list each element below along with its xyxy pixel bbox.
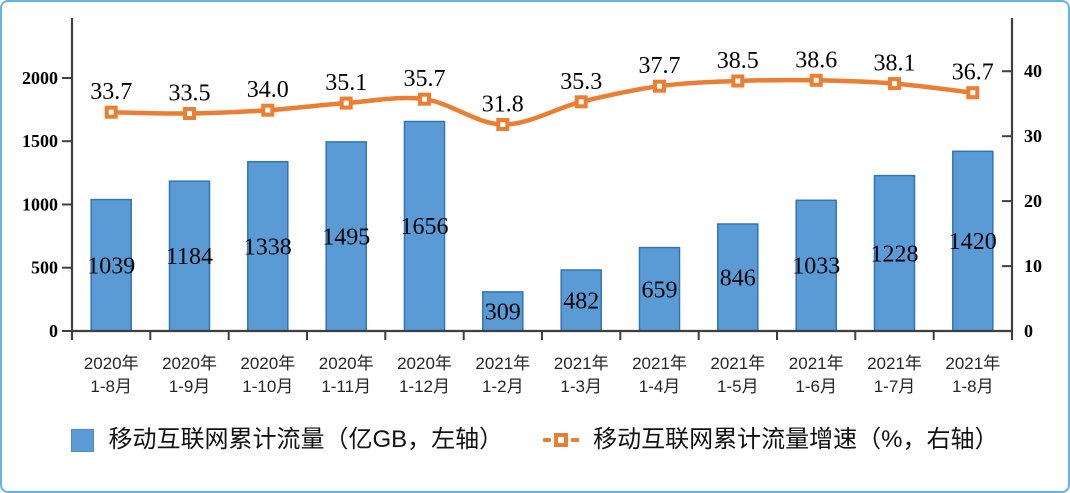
x-category-label-year: 2021年: [554, 354, 609, 373]
bar-value-label: 1033: [792, 254, 840, 280]
x-category-label-year: 2021年: [945, 354, 1000, 373]
line-series-swatch-icon: [543, 433, 580, 448]
line-marker-icon: [554, 433, 569, 448]
line-value-label: 38.5: [717, 48, 759, 74]
x-category-label-year: 2021年: [789, 354, 844, 373]
bar: [952, 150, 994, 332]
line-marker-center: [108, 109, 114, 115]
x-category-label-months: 1-8月: [952, 377, 994, 396]
bar-series-swatch-icon: [71, 428, 95, 452]
line-marker-center: [735, 78, 741, 84]
left-axis-tick-label: 0: [49, 321, 58, 341]
bar-value-label: 1039: [87, 253, 135, 279]
bar-value-label: 1338: [244, 234, 292, 260]
x-category-label-year: 2020年: [162, 354, 217, 373]
x-category-label-months: 1-7月: [874, 377, 916, 396]
combo-chart: 0 500 1000 1500 2000 0 10 20 30 40 2020年 1-8月 2020年 1…: [22, 18, 1042, 396]
line-marker-center: [422, 96, 427, 102]
legend-item-traffic: 移动互联网累计流量（亿GB，左轴）: [71, 426, 503, 455]
x-category-label-months: 1-3月: [560, 377, 602, 396]
x-category-label-months: 1-4月: [639, 377, 681, 396]
legend: 移动互联网累计流量（亿GB，左轴） 移动互联网累计流量增速（%，右轴）: [2, 426, 1068, 455]
x-category-label-months: 1-11月: [321, 377, 371, 396]
right-axis-tick-label: 0: [1024, 321, 1033, 341]
bar-value-label: 1420: [949, 229, 997, 255]
line-value-label: 35.3: [560, 69, 602, 95]
bar-value-label: 1495: [322, 224, 370, 250]
x-category-label-year: 2020年: [319, 354, 374, 373]
line-value-label: 33.5: [169, 81, 211, 107]
line-marker-center: [657, 83, 662, 89]
x-category-label-year: 2021年: [867, 354, 922, 373]
x-category-label-year: 2021年: [632, 354, 687, 373]
right-axis-tick-label: 10: [1024, 256, 1042, 276]
bar: [873, 174, 916, 332]
x-category-label-months: 1-10月: [242, 377, 293, 396]
line-value-label: 35.1: [325, 70, 367, 96]
bar-value-label: 482: [563, 289, 599, 315]
left-axis-tick-label: 2000: [22, 68, 58, 88]
x-category-label-months: 1-9月: [169, 377, 211, 396]
x-category-label-months: 1-8月: [90, 377, 132, 396]
left-axis-tick-label: 1500: [22, 131, 58, 151]
bar-value-label: 1228: [871, 241, 919, 267]
legend-label-traffic: 移动互联网累计流量（亿GB，左轴）: [108, 426, 504, 453]
bar-value-label: 659: [642, 277, 678, 303]
line-value-label: 33.7: [90, 79, 132, 105]
line-marker-center: [892, 81, 897, 87]
line-marker-center: [343, 100, 349, 106]
line-marker-center: [578, 99, 584, 105]
x-category-label-months: 1-2月: [482, 377, 524, 396]
bar: [168, 180, 211, 332]
x-category-label-year: 2020年: [84, 354, 139, 373]
x-category-label-months: 1-12月: [399, 377, 450, 396]
line-value-label: 34.0: [247, 77, 289, 103]
line-marker-center: [970, 90, 976, 96]
line-marker-center: [187, 111, 192, 116]
bar-value-label: 1184: [166, 244, 213, 270]
line-dash-icon: [543, 438, 552, 443]
line-marker-center: [265, 107, 271, 113]
line-series: [108, 77, 976, 127]
left-axis-tick-label: 500: [31, 258, 58, 278]
right-axis-tick-label: 30: [1024, 126, 1042, 146]
legend-label-growth: 移动互联网累计流量增速（%，右轴）: [593, 426, 999, 453]
legend-item-growth: 移动互联网累计流量增速（%，右轴）: [543, 426, 999, 455]
x-category-label-year: 2020年: [240, 354, 295, 373]
line-marker-center: [500, 122, 506, 127]
bar: [638, 246, 681, 332]
bar: [482, 291, 524, 332]
line-value-label: 37.7: [639, 53, 681, 79]
line-value-label: 31.8: [482, 92, 524, 118]
x-category-label-year: 2020年: [397, 354, 452, 373]
line-value-label: 38.6: [795, 47, 837, 73]
bar-value-label: 846: [720, 266, 756, 292]
right-axis-tick-label: 20: [1024, 191, 1042, 211]
line-value-label: 38.1: [874, 51, 916, 77]
bar: [90, 198, 132, 332]
x-category-label-months: 1-6月: [795, 377, 837, 396]
line-value-label: 36.7: [952, 60, 994, 86]
bar: [325, 141, 367, 332]
line-marker-center: [813, 77, 819, 83]
x-category-label-year: 2021年: [475, 354, 530, 373]
line-value-label: 35.7: [404, 66, 446, 92]
bar-value-label: 309: [485, 300, 521, 326]
bar-value-label: 1656: [401, 214, 449, 240]
line-dash-icon: [571, 438, 580, 443]
bar: [795, 199, 837, 332]
left-axis-tick-label: 1000: [22, 195, 58, 215]
right-axis-tick-label: 40: [1024, 61, 1042, 81]
x-category-label-months: 1-5月: [717, 377, 759, 396]
x-category-label-year: 2021年: [710, 354, 765, 373]
